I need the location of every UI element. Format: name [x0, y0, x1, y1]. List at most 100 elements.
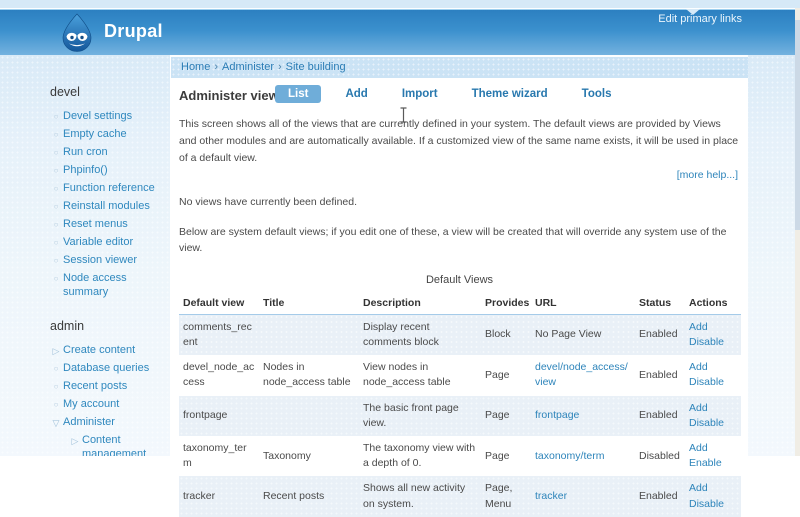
col-default-view: Default view	[179, 290, 259, 315]
cell-description: The taxonomy view with a depth of 0.	[363, 441, 476, 470]
sidebar-item-database-queries[interactable]: ○ Database queries	[0, 359, 170, 377]
breadcrumb-link-home[interactable]: Home	[181, 61, 211, 73]
breadcrumb-link-administer[interactable]: Administer	[222, 61, 274, 73]
sidebar-item-empty-cache[interactable]: ○ Empty cache	[0, 125, 170, 143]
sidebar-item-variable-editor[interactable]: ○ Variable editor	[0, 233, 170, 251]
cell-url: devel/node_access/view	[531, 355, 635, 395]
cell-url: taxonomy/term	[531, 436, 635, 476]
sidebar-item-run-cron[interactable]: ○ Run cron	[0, 143, 170, 161]
cell-default-view: taxonomy_term	[183, 441, 247, 470]
col-provides: Provides	[481, 290, 531, 315]
cell-provides: Page	[485, 449, 510, 462]
sidebar-link[interactable]: Phpinfo()	[63, 164, 108, 176]
tab-import[interactable]: Import	[401, 88, 438, 100]
sidebar-link[interactable]: Run cron	[63, 146, 108, 158]
cell-description: Display recent comments block	[359, 314, 481, 356]
view-url-link[interactable]: tracker	[535, 490, 568, 502]
table-row-comments-recent: comments_recent Display recent comments …	[179, 314, 741, 356]
cell-url: No Page View	[531, 314, 635, 356]
cell-status: Enabled	[639, 368, 678, 381]
sidebar-heading-admin: admin	[50, 319, 85, 333]
tab-theme-wizard[interactable]: Theme wizard	[471, 88, 548, 100]
cell-actions: Add Disable	[685, 314, 741, 356]
action-add-link[interactable]: Add	[689, 482, 708, 495]
col-url: URL	[531, 290, 635, 315]
primary-links-notch	[686, 9, 700, 15]
sidebar-item-devel-settings[interactable]: ○ Devel settings	[0, 107, 170, 125]
action-add-link[interactable]: Add	[689, 401, 708, 414]
circle-bullet-icon: ○	[53, 220, 59, 229]
breadcrumb-link-site-building[interactable]: Site building	[285, 61, 346, 73]
drupal-logo-icon	[62, 13, 92, 52]
sidebar-item-session-viewer[interactable]: ○ Session viewer	[0, 251, 170, 269]
cell-description: View nodes in node_access table	[363, 361, 451, 389]
circle-bullet-icon: ○	[53, 202, 59, 211]
sidebar-link[interactable]: Reset menus	[63, 218, 128, 230]
cell-actions: Add Disable	[685, 395, 741, 436]
tab-add[interactable]: Add	[345, 88, 368, 100]
tab-tools[interactable]: Tools	[581, 88, 612, 100]
table-row-tracker: tracker Recent posts Shows all new activ…	[179, 476, 741, 517]
sidebar-link[interactable]: Devel settings	[63, 110, 133, 122]
sidebar-item-function-reference[interactable]: ○ Function reference	[0, 179, 170, 197]
cell-status: Disabled	[639, 449, 680, 462]
sidebar-item-reinstall-modules[interactable]: ○ Reinstall modules	[0, 197, 170, 215]
table-row-frontpage: frontpage The basic front page view. Pag…	[179, 395, 741, 436]
system-views-note: Below are system default views; if you e…	[179, 226, 727, 254]
no-views-message: No views have currently been defined.	[179, 196, 358, 209]
collapsed-arrow-icon[interactable]: ▷	[71, 436, 79, 446]
action-disable-link[interactable]: Disable	[689, 416, 725, 429]
action-enable-link[interactable]: Enable	[689, 457, 722, 470]
view-url-link[interactable]: devel/node_access/view	[535, 361, 628, 389]
breadcrumb: Home › Administer › Site building	[171, 57, 748, 78]
sidebar-link[interactable]: Create content	[63, 344, 136, 356]
sidebar-link[interactable]: Variable editor	[63, 236, 134, 248]
site-header: Drupal Edit primary links	[0, 9, 800, 55]
action-disable-link[interactable]: Disable	[689, 497, 725, 510]
sidebar-item-content-management[interactable]: ▷ Content management	[0, 431, 170, 456]
sidebar-link[interactable]: Node access summary	[63, 272, 127, 298]
sidebar-link[interactable]: My account	[63, 398, 120, 410]
sidebar-item-phpinfo[interactable]: ○ Phpinfo()	[0, 161, 170, 179]
sidebar-item-reset-menus[interactable]: ○ Reset menus	[0, 215, 170, 233]
sidebar-item-node-access-summary[interactable]: ○ Node access summary	[0, 269, 170, 301]
circle-bullet-icon: ○	[53, 130, 59, 139]
circle-bullet-icon: ○	[53, 238, 59, 247]
cell-status: Enabled	[635, 395, 685, 436]
vertical-scrollbar[interactable]	[795, 8, 800, 456]
more-help-link[interactable]: [more help...]	[676, 169, 738, 182]
tab-list[interactable]: List	[275, 85, 322, 103]
sidebar-item-administer[interactable]: ▽ Administer	[0, 413, 170, 431]
sidebar-link[interactable]: Function reference	[63, 182, 155, 194]
collapsed-arrow-icon[interactable]: ▷	[52, 346, 60, 356]
sidebar-item-my-account[interactable]: ○ My account	[0, 395, 170, 413]
view-url-link[interactable]: frontpage	[535, 409, 580, 422]
sidebar-link[interactable]: Empty cache	[63, 128, 127, 140]
action-add-link[interactable]: Add	[689, 441, 708, 454]
cell-provides: Page	[485, 368, 510, 381]
action-disable-link[interactable]: Disable	[689, 335, 725, 348]
expanded-arrow-icon[interactable]: ▽	[52, 418, 60, 428]
circle-bullet-icon: ○	[53, 256, 59, 265]
sidebar-item-create-content[interactable]: ▷ Create content	[0, 341, 170, 359]
sidebar-link[interactable]: Administer	[63, 416, 115, 428]
sidebar: devel ○ Devel settings ○ Empty cache ○ Run …	[0, 55, 170, 456]
sidebar-link[interactable]: Database queries	[63, 362, 150, 374]
sidebar-link[interactable]: Recent posts	[63, 380, 128, 392]
sidebar-heading-devel: devel	[50, 85, 80, 99]
sidebar-link[interactable]: Session viewer	[63, 254, 137, 266]
sidebar-block-devel: devel ○ Devel settings ○ Empty cache ○ Run …	[0, 85, 170, 301]
edit-primary-links-link[interactable]: Edit primary links	[658, 13, 742, 25]
scrollbar-thumb[interactable]	[795, 20, 800, 230]
col-status: Status	[635, 290, 685, 315]
sidebar-link[interactable]: Content management	[82, 434, 147, 456]
circle-bullet-icon: ○	[53, 400, 59, 409]
cell-default-view: tracker	[179, 476, 259, 517]
sidebar-link[interactable]: Reinstall modules	[63, 200, 150, 212]
cell-title: Nodes in node_access table	[263, 361, 351, 389]
action-add-link[interactable]: Add	[689, 320, 708, 333]
sidebar-item-recent-posts[interactable]: ○ Recent posts	[0, 377, 170, 395]
action-add-link[interactable]: Add	[689, 361, 708, 374]
action-disable-link[interactable]: Disable	[689, 376, 725, 389]
cell-provides: Page	[481, 395, 531, 436]
